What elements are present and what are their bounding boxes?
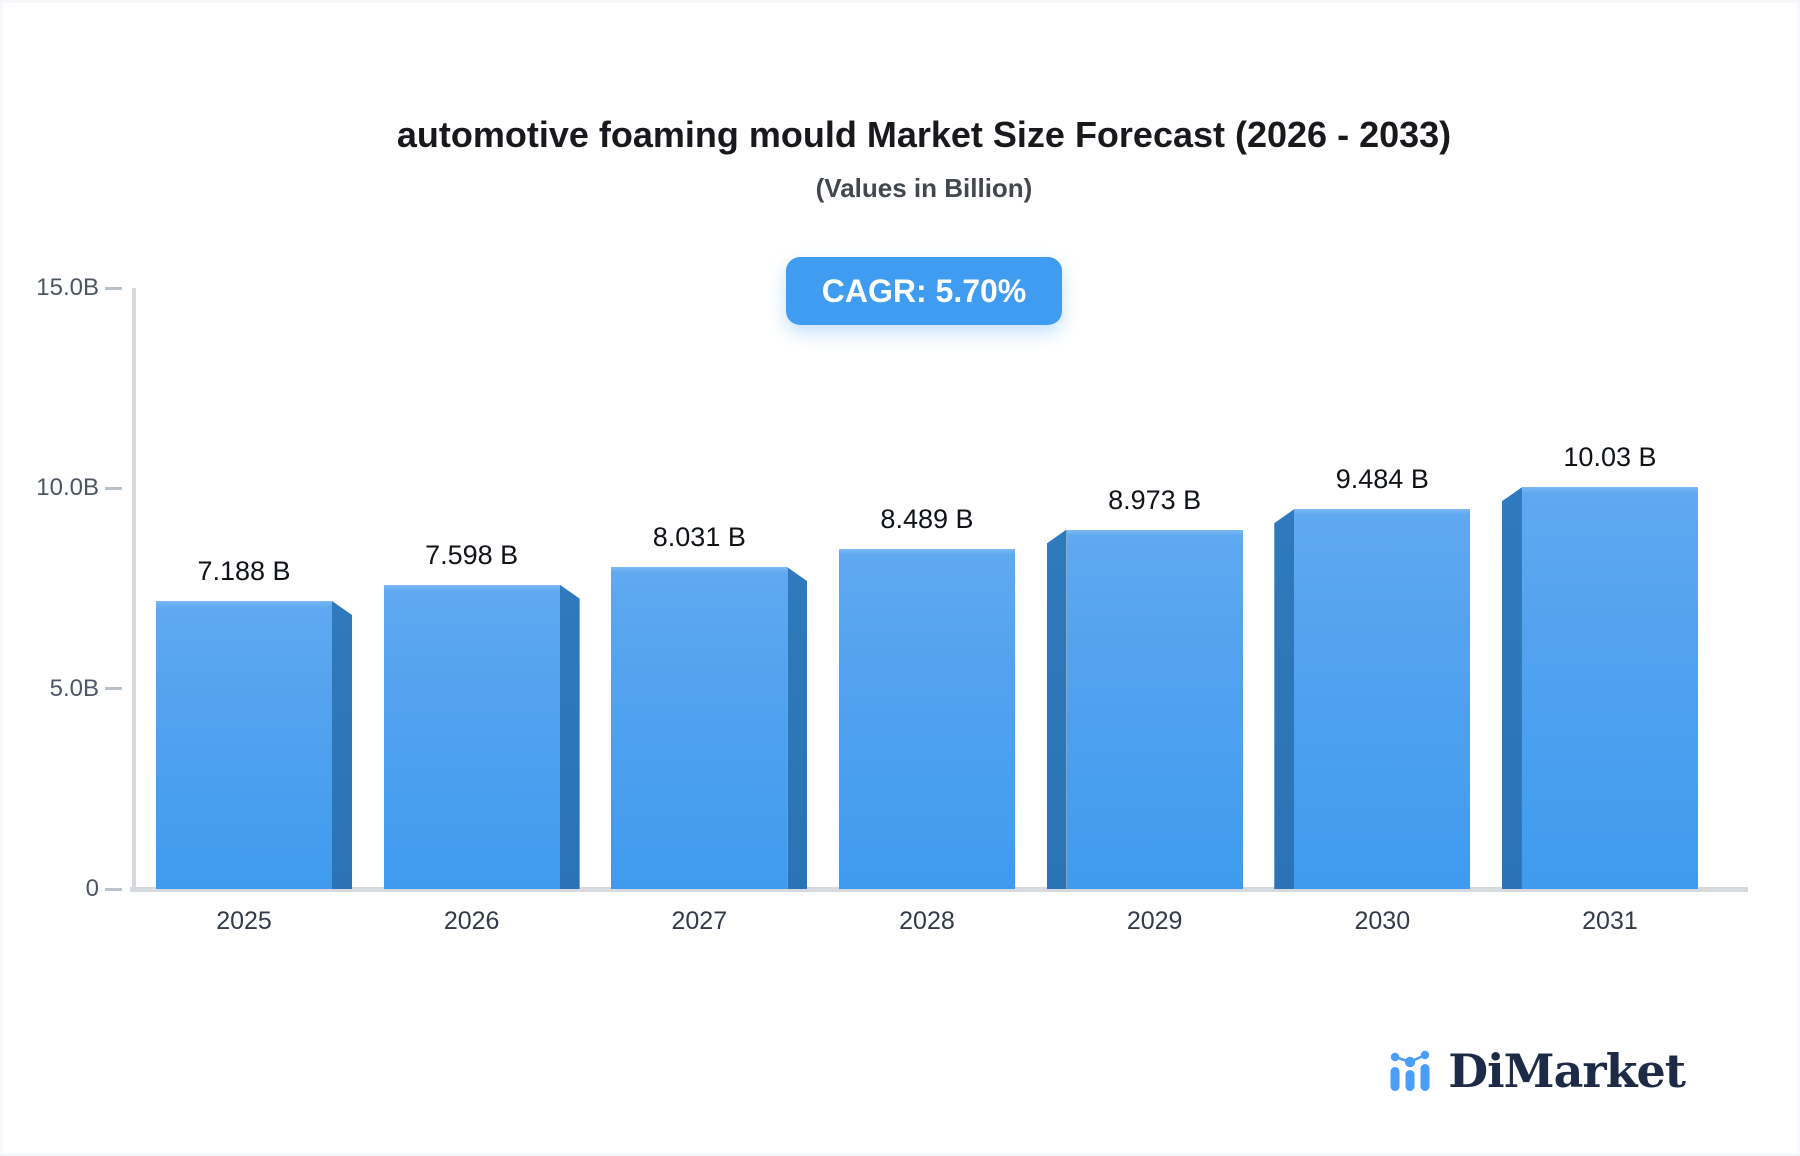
bar-value-label: 10.03 B — [1563, 442, 1657, 473]
y-axis-tick — [105, 486, 122, 490]
bar[interactable] — [383, 584, 560, 889]
x-axis-category-label: 2026 — [443, 907, 500, 935]
y-axis-tick-label: 5.0B — [49, 674, 99, 702]
bar-side-face — [1501, 487, 1522, 889]
bar-side-face — [1274, 509, 1295, 889]
bar-value-label: 8.489 B — [880, 503, 974, 534]
y-axis-tick-label: 15.0B — [36, 274, 99, 302]
bar-side-face — [332, 601, 352, 889]
x-axis-category-label: 2025 — [216, 907, 272, 935]
cagr-badge: CAGR: 5.70% — [785, 257, 1063, 325]
logo-text: DiMarket — [1448, 1044, 1686, 1098]
bar-value-label: 9.484 B — [1335, 464, 1429, 495]
bar-side-face — [1046, 529, 1067, 889]
bar[interactable] — [156, 601, 332, 889]
bar[interactable] — [1066, 529, 1243, 889]
bar[interactable] — [838, 548, 1015, 889]
bar-value-label: 8.031 B — [652, 522, 746, 553]
chart-title: automotive foaming mould Market Size For… — [396, 114, 1452, 155]
x-axis-category-label: 2028 — [899, 907, 955, 935]
chart-subtitle: (Values in Billion) — [815, 173, 1033, 203]
y-axis-tick-label: 0 — [85, 875, 99, 902]
y-axis-line — [132, 288, 136, 889]
bar[interactable] — [1294, 509, 1471, 889]
y-axis-tick — [105, 887, 122, 891]
bar[interactable] — [1521, 487, 1698, 889]
y-axis-tick-label: 10.0B — [36, 474, 99, 502]
x-axis-baseline — [130, 887, 1748, 892]
chart-header: automotive foaming mould Market Size For… — [51, 3, 1797, 325]
bar-line-chart-logo-icon — [1390, 1050, 1430, 1091]
dimarket-logo: DiMarket — [1388, 1039, 1686, 1103]
y-axis-tick — [105, 286, 122, 290]
bar-side-face — [787, 567, 808, 889]
x-axis-category-label: 2031 — [1582, 907, 1638, 935]
y-axis-tick — [105, 687, 122, 691]
bar-side-face — [559, 584, 580, 889]
x-axis-category-label: 2030 — [1354, 907, 1411, 935]
bar-value-label: 7.598 B — [425, 539, 519, 570]
x-axis-category-label: 2027 — [671, 907, 728, 935]
bar[interactable] — [611, 567, 788, 889]
bar-value-label: 8.973 B — [1108, 484, 1202, 515]
x-axis-category-label: 2029 — [1126, 907, 1183, 935]
bar-value-label: 7.188 B — [197, 556, 291, 587]
